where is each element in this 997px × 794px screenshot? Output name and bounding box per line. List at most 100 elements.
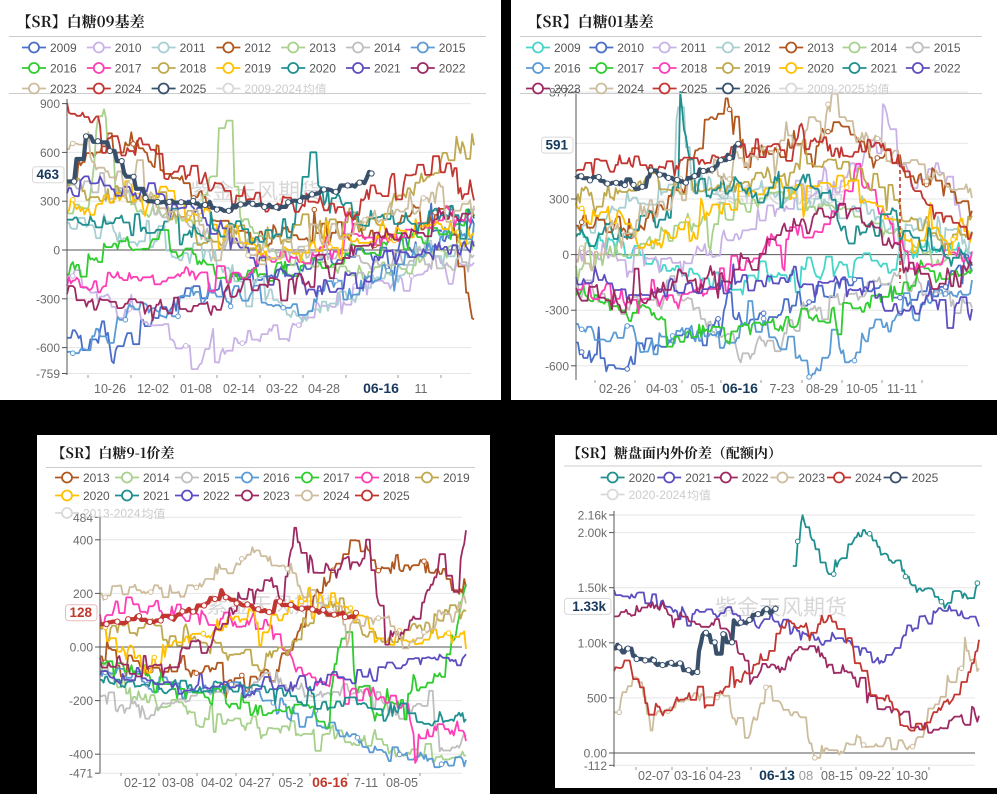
svg-text:200: 200 xyxy=(73,587,93,601)
svg-text:2.16k: 2.16k xyxy=(578,508,608,522)
svg-text:900: 900 xyxy=(40,97,60,111)
svg-text:0.00: 0.00 xyxy=(70,641,94,655)
svg-text:2022: 2022 xyxy=(742,471,769,485)
svg-text:-200: -200 xyxy=(69,694,93,708)
svg-text:2015: 2015 xyxy=(203,471,230,485)
svg-text:2020: 2020 xyxy=(807,62,834,76)
svg-text:2022: 2022 xyxy=(934,62,961,76)
svg-text:05-1: 05-1 xyxy=(690,382,715,396)
svg-text:2024: 2024 xyxy=(855,471,882,485)
svg-text:-600: -600 xyxy=(36,341,60,355)
svg-text:04-23: 04-23 xyxy=(709,769,741,783)
svg-text:2013-2024: 2013-2024 xyxy=(83,507,141,521)
svg-text:2016: 2016 xyxy=(263,471,290,485)
svg-text:2025: 2025 xyxy=(180,82,207,96)
svg-text:02-07: 02-07 xyxy=(638,769,670,783)
svg-text:-759: -759 xyxy=(36,367,60,381)
svg-text:06-16: 06-16 xyxy=(312,774,348,790)
svg-text:591: 591 xyxy=(545,138,568,153)
svg-text:2017: 2017 xyxy=(115,62,142,76)
svg-text:2019: 2019 xyxy=(443,471,470,485)
svg-text:06-16: 06-16 xyxy=(722,380,758,396)
svg-text:484: 484 xyxy=(73,511,93,525)
svg-text:2021: 2021 xyxy=(374,62,401,76)
svg-text:2013: 2013 xyxy=(309,41,336,55)
svg-text:10-05: 10-05 xyxy=(846,382,878,396)
svg-text:2017: 2017 xyxy=(617,62,644,76)
svg-text:03-08: 03-08 xyxy=(162,776,194,790)
svg-text:2025: 2025 xyxy=(383,489,410,503)
svg-text:2009-2025: 2009-2025 xyxy=(807,82,865,96)
svg-text:2009: 2009 xyxy=(50,41,77,55)
svg-text:2015: 2015 xyxy=(439,41,466,55)
svg-text:10-26: 10-26 xyxy=(94,382,126,396)
svg-text:2019: 2019 xyxy=(244,62,271,76)
svg-text:2014: 2014 xyxy=(871,41,898,55)
svg-text:04-27: 04-27 xyxy=(239,776,271,790)
svg-text:02-14: 02-14 xyxy=(223,382,255,396)
svg-text:0.00: 0.00 xyxy=(584,747,608,761)
svg-text:0: 0 xyxy=(562,248,569,262)
svg-text:2016: 2016 xyxy=(50,62,77,76)
svg-text:2011: 2011 xyxy=(681,41,707,55)
svg-text:500: 500 xyxy=(587,691,607,705)
svg-text:7-11: 7-11 xyxy=(354,776,378,790)
svg-text:2021: 2021 xyxy=(143,489,170,503)
svg-text:2010: 2010 xyxy=(617,41,644,55)
svg-text:2010: 2010 xyxy=(115,41,142,55)
svg-text:877: 877 xyxy=(549,86,569,100)
svg-text:1.50k: 1.50k xyxy=(578,581,608,595)
svg-text:2023: 2023 xyxy=(50,82,77,96)
svg-text:2018: 2018 xyxy=(383,471,410,485)
svg-text:2014: 2014 xyxy=(143,471,170,485)
svg-text:2016: 2016 xyxy=(554,62,581,76)
svg-text:04-28: 04-28 xyxy=(308,382,340,396)
svg-text:2020: 2020 xyxy=(629,471,656,485)
svg-text:2023: 2023 xyxy=(263,489,290,503)
svg-text:2018: 2018 xyxy=(681,62,708,76)
svg-text:05-2: 05-2 xyxy=(278,776,303,790)
svg-text:7-23: 7-23 xyxy=(769,382,794,396)
svg-text:08: 08 xyxy=(799,768,813,783)
svg-text:04-02: 04-02 xyxy=(201,776,233,790)
svg-text:600: 600 xyxy=(40,146,60,160)
svg-text:-300: -300 xyxy=(545,304,569,318)
svg-text:463: 463 xyxy=(36,167,59,182)
svg-text:2015: 2015 xyxy=(934,41,961,55)
svg-text:2020: 2020 xyxy=(309,62,336,76)
svg-text:0: 0 xyxy=(53,244,60,258)
svg-text:-471: -471 xyxy=(69,767,93,781)
svg-text:2025: 2025 xyxy=(912,471,939,485)
svg-text:03-22: 03-22 xyxy=(266,382,298,396)
svg-text:04-03: 04-03 xyxy=(646,382,678,396)
svg-text:-600: -600 xyxy=(545,359,569,373)
svg-text:300: 300 xyxy=(549,193,569,207)
svg-text:300: 300 xyxy=(40,195,60,209)
svg-text:2018: 2018 xyxy=(180,62,207,76)
svg-text:2012: 2012 xyxy=(244,41,271,55)
svg-text:06-16: 06-16 xyxy=(363,380,399,396)
svg-text:2017: 2017 xyxy=(323,471,350,485)
svg-text:2013: 2013 xyxy=(83,471,110,485)
svg-text:2014: 2014 xyxy=(374,41,401,55)
svg-text:2022: 2022 xyxy=(439,62,466,76)
svg-text:1.33k: 1.33k xyxy=(572,599,606,614)
svg-text:2019: 2019 xyxy=(744,62,771,76)
svg-text:128: 128 xyxy=(69,605,92,620)
svg-text:2023: 2023 xyxy=(798,471,825,485)
svg-text:03-16: 03-16 xyxy=(674,769,706,783)
svg-text:08-05: 08-05 xyxy=(386,776,418,790)
svg-text:09-22: 09-22 xyxy=(859,769,891,783)
svg-text:1.00k: 1.00k xyxy=(578,636,608,650)
svg-text:08-29: 08-29 xyxy=(806,382,838,396)
svg-text:2026: 2026 xyxy=(744,82,771,96)
svg-text:2021: 2021 xyxy=(871,62,898,76)
svg-text:2025: 2025 xyxy=(681,82,708,96)
svg-text:08-15: 08-15 xyxy=(821,769,853,783)
svg-text:400: 400 xyxy=(73,533,93,547)
svg-text:2024: 2024 xyxy=(617,82,644,96)
svg-text:2009: 2009 xyxy=(554,41,581,55)
svg-text:02-12: 02-12 xyxy=(124,776,156,790)
svg-text:2023: 2023 xyxy=(554,82,581,96)
svg-text:-400: -400 xyxy=(69,748,93,762)
